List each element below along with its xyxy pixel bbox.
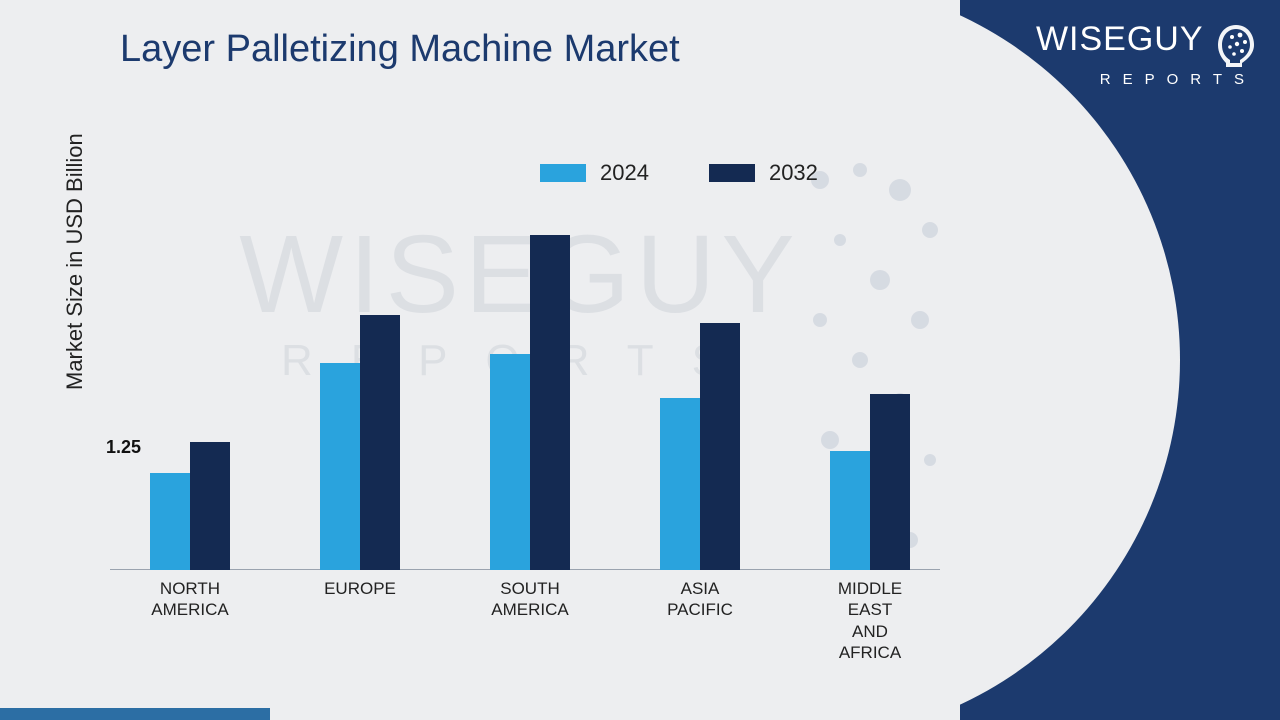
legend-swatch-2024 [540, 164, 586, 182]
logo-sub: REPORTS [1036, 71, 1258, 88]
brand-logo: WISEGUY REPORTS [1036, 22, 1258, 88]
bar-2024 [490, 354, 530, 570]
x-axis-category-label: NORTHAMERICA [120, 578, 260, 621]
bar-2032 [360, 315, 400, 570]
bar-2024 [660, 398, 700, 570]
y-value-label: 1.25 [106, 437, 141, 458]
bar-2032 [530, 235, 570, 570]
x-axis-category-label: MIDDLEEASTANDAFRICA [800, 578, 940, 663]
bar-group: SOUTHAMERICA [470, 235, 590, 570]
legend-item-2024: 2024 [540, 160, 649, 186]
legend-label-2024: 2024 [600, 160, 649, 186]
legend-label-2032: 2032 [769, 160, 818, 186]
bar-group: MIDDLEEASTANDAFRICA [810, 394, 930, 570]
x-axis-category-label: SOUTHAMERICA [460, 578, 600, 621]
bottom-accent-bar [0, 708, 270, 720]
canvas: WISEGUY REPORTS WISEGUY REPORTS Layer Pa… [0, 0, 1280, 720]
legend: 2024 2032 [540, 160, 818, 186]
bar-2024 [150, 473, 190, 570]
bar-group: EUROPE [300, 315, 420, 570]
logo-main: WISEGUY [1036, 20, 1204, 58]
bar-2024 [830, 451, 870, 570]
legend-item-2032: 2032 [709, 160, 818, 186]
bar-2032 [870, 394, 910, 570]
bar-2024 [320, 363, 360, 570]
chart-plot: 1.25 NORTHAMERICAEUROPESOUTHAMERICAASIAP… [110, 200, 940, 570]
chart-title: Layer Palletizing Machine Market [120, 28, 680, 71]
x-axis-category-label: ASIAPACIFIC [630, 578, 770, 621]
legend-swatch-2032 [709, 164, 755, 182]
bar-group: NORTHAMERICA [130, 442, 250, 570]
y-axis-label: Market Size in USD Billion [62, 133, 88, 390]
logo-head-icon [1212, 23, 1258, 69]
bar-2032 [190, 442, 230, 570]
x-axis-category-label: EUROPE [290, 578, 430, 599]
bar-group: ASIAPACIFIC [640, 323, 760, 570]
bar-2032 [700, 323, 740, 570]
